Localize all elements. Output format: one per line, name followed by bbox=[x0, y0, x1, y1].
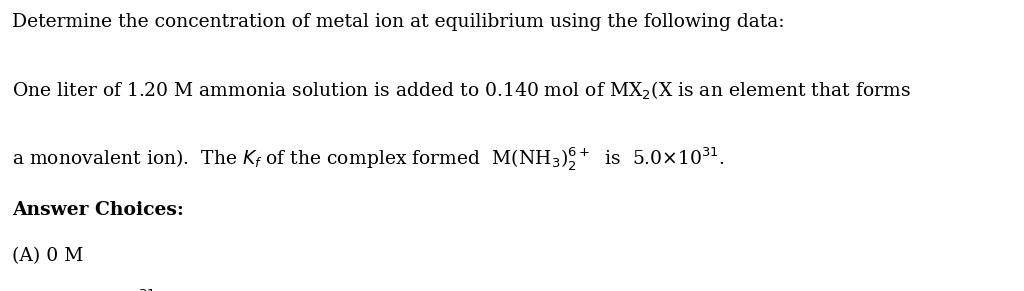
Text: Answer Choices:: Answer Choices: bbox=[12, 201, 184, 219]
Text: (B) 1.29$\times$10$^{-31}$ M: (B) 1.29$\times$10$^{-31}$ M bbox=[12, 288, 181, 291]
Text: Determine the concentration of metal ion at equilibrium using the following data: Determine the concentration of metal ion… bbox=[12, 13, 784, 31]
Text: One liter of 1.20 M ammonia solution is added to 0.140 mol of MX$_2$(X is an ele: One liter of 1.20 M ammonia solution is … bbox=[12, 80, 911, 102]
Text: a monovalent ion).  The $K_f$ of the complex formed  M(NH$_3$)$_2^{6+}$  is  5.0: a monovalent ion). The $K_f$ of the comp… bbox=[12, 146, 725, 173]
Text: (A) 0 M: (A) 0 M bbox=[12, 247, 84, 265]
